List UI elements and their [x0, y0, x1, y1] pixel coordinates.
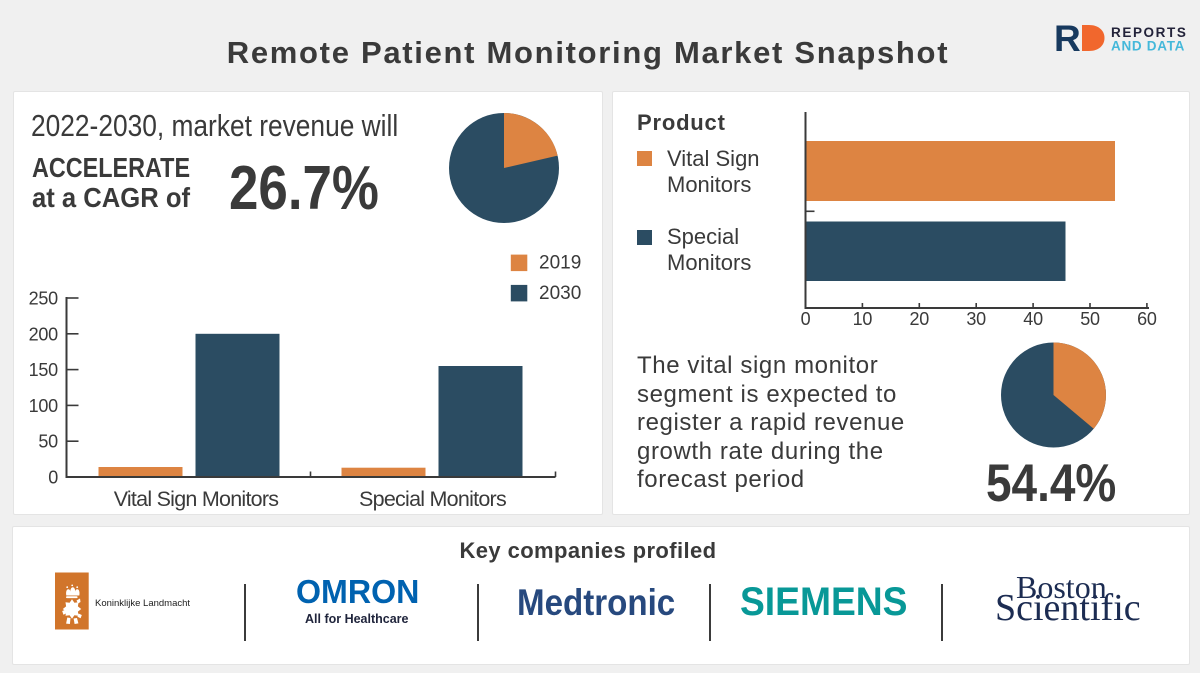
- svg-text:REPORTS: REPORTS: [1111, 25, 1187, 40]
- svg-text:0: 0: [48, 468, 58, 488]
- svg-text:150: 150: [29, 360, 59, 380]
- svg-text:250: 250: [29, 289, 59, 309]
- svg-text:AND DATA: AND DATA: [1111, 39, 1185, 54]
- svg-text:50: 50: [1080, 309, 1100, 329]
- svg-text:60: 60: [1137, 309, 1157, 329]
- svg-text:R: R: [1054, 22, 1081, 56]
- svg-text:2030: 2030: [539, 283, 581, 304]
- svg-text:100: 100: [29, 396, 59, 416]
- svg-text:0: 0: [801, 309, 811, 329]
- svg-text:200: 200: [29, 324, 59, 344]
- svg-text:30: 30: [966, 309, 986, 329]
- svg-text:2019: 2019: [539, 253, 581, 274]
- svg-text:Vital Sign Monitors: Vital Sign Monitors: [114, 487, 279, 511]
- svg-text:10: 10: [853, 309, 873, 329]
- svg-text:50: 50: [38, 432, 58, 452]
- svg-text:40: 40: [1023, 309, 1043, 329]
- svg-text:Special Monitors: Special Monitors: [359, 487, 506, 511]
- svg-text:20: 20: [909, 309, 929, 329]
